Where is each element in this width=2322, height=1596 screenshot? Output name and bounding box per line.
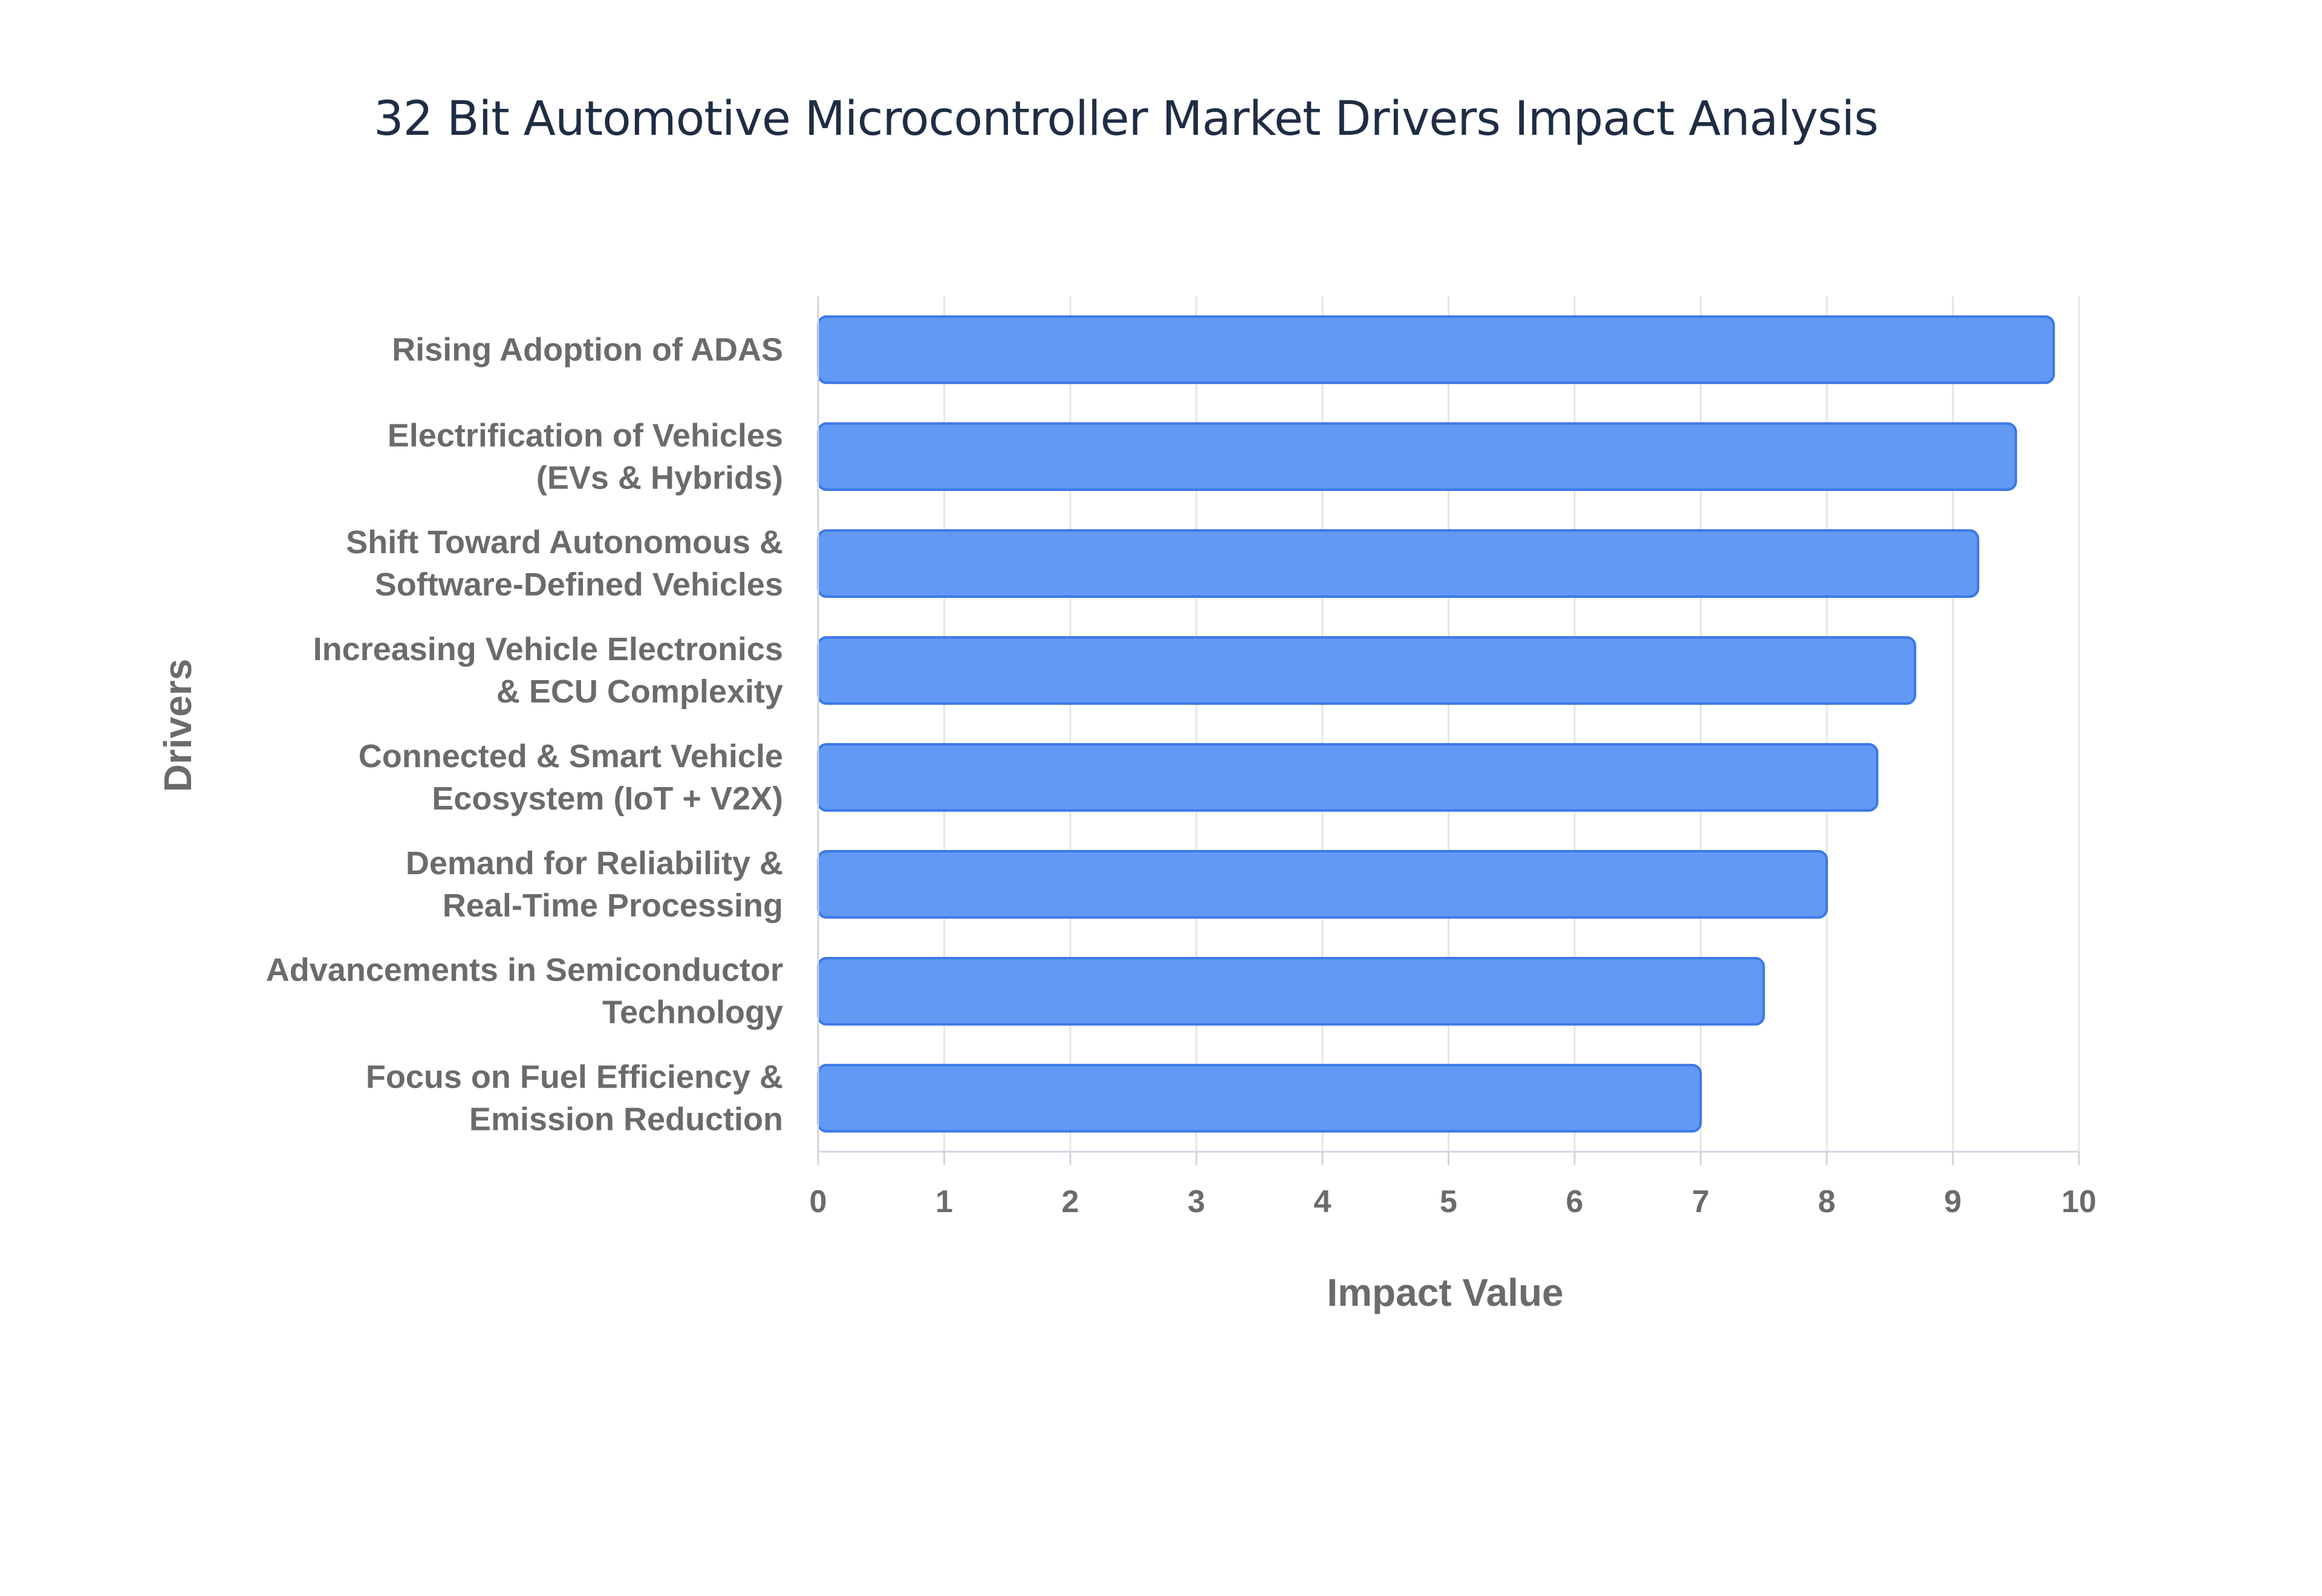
category-label: Software-Defined Vehicles [375,566,783,603]
category-label: Focus on Fuel Efficiency & [366,1059,783,1095]
category-label: Demand for Reliability & [406,845,783,881]
x-tick-label: 5 [1440,1184,1457,1219]
x-tick-label: 1 [935,1184,953,1219]
bar[interactable] [817,743,1879,812]
category-label: Increasing Vehicle Electronics [313,631,783,667]
labels: 0 1 2 3 4 5 6 7 8 9 10 Rising Adoption of ADAS Elect… [266,331,2096,1219]
x-tick-label: 0 [810,1184,827,1219]
x-tick-label: 8 [1818,1184,1836,1219]
bar[interactable] [817,529,1980,598]
x-tick-label: 4 [1314,1184,1332,1219]
bar[interactable] [817,636,1916,705]
category-label: Electrification of Vehicles [388,417,783,453]
category-label: Ecosystem (IoT + V2X) [432,780,783,817]
axes [817,296,2080,1165]
chart-title: 32 Bit Automotive Microcontroller Market… [374,92,1879,146]
x-tick-label: 2 [1062,1184,1079,1219]
bars [817,315,2055,1133]
x-tick-label: 3 [1188,1184,1205,1219]
y-axis-title: Drivers [156,659,200,793]
bar[interactable] [817,315,2055,384]
x-tick-label: 7 [1692,1184,1709,1219]
category-label: Technology [602,994,783,1031]
x-tick-label: 9 [1944,1184,1962,1219]
x-tick-label: 6 [1566,1184,1584,1219]
category-label: (EVs & Hybrids) [536,459,783,496]
category-label: Shift Toward Autonomous & [346,524,783,560]
category-label: & ECU Complexity [496,673,783,710]
category-label: Rising Adoption of ADAS [392,331,783,368]
category-label: Connected & Smart Vehicle [359,738,783,774]
category-label: Real-Time Processing [443,887,783,924]
bar[interactable] [817,956,1765,1026]
bar[interactable] [817,1063,1702,1133]
x-tick-label: 10 [2061,1184,2096,1219]
bar[interactable] [817,849,1828,919]
bar[interactable] [817,422,2017,491]
x-axis-title: Impact Value [1327,1271,1563,1314]
category-label: Emission Reduction [469,1101,783,1138]
category-label: Advancements in Semiconductor [266,952,783,988]
